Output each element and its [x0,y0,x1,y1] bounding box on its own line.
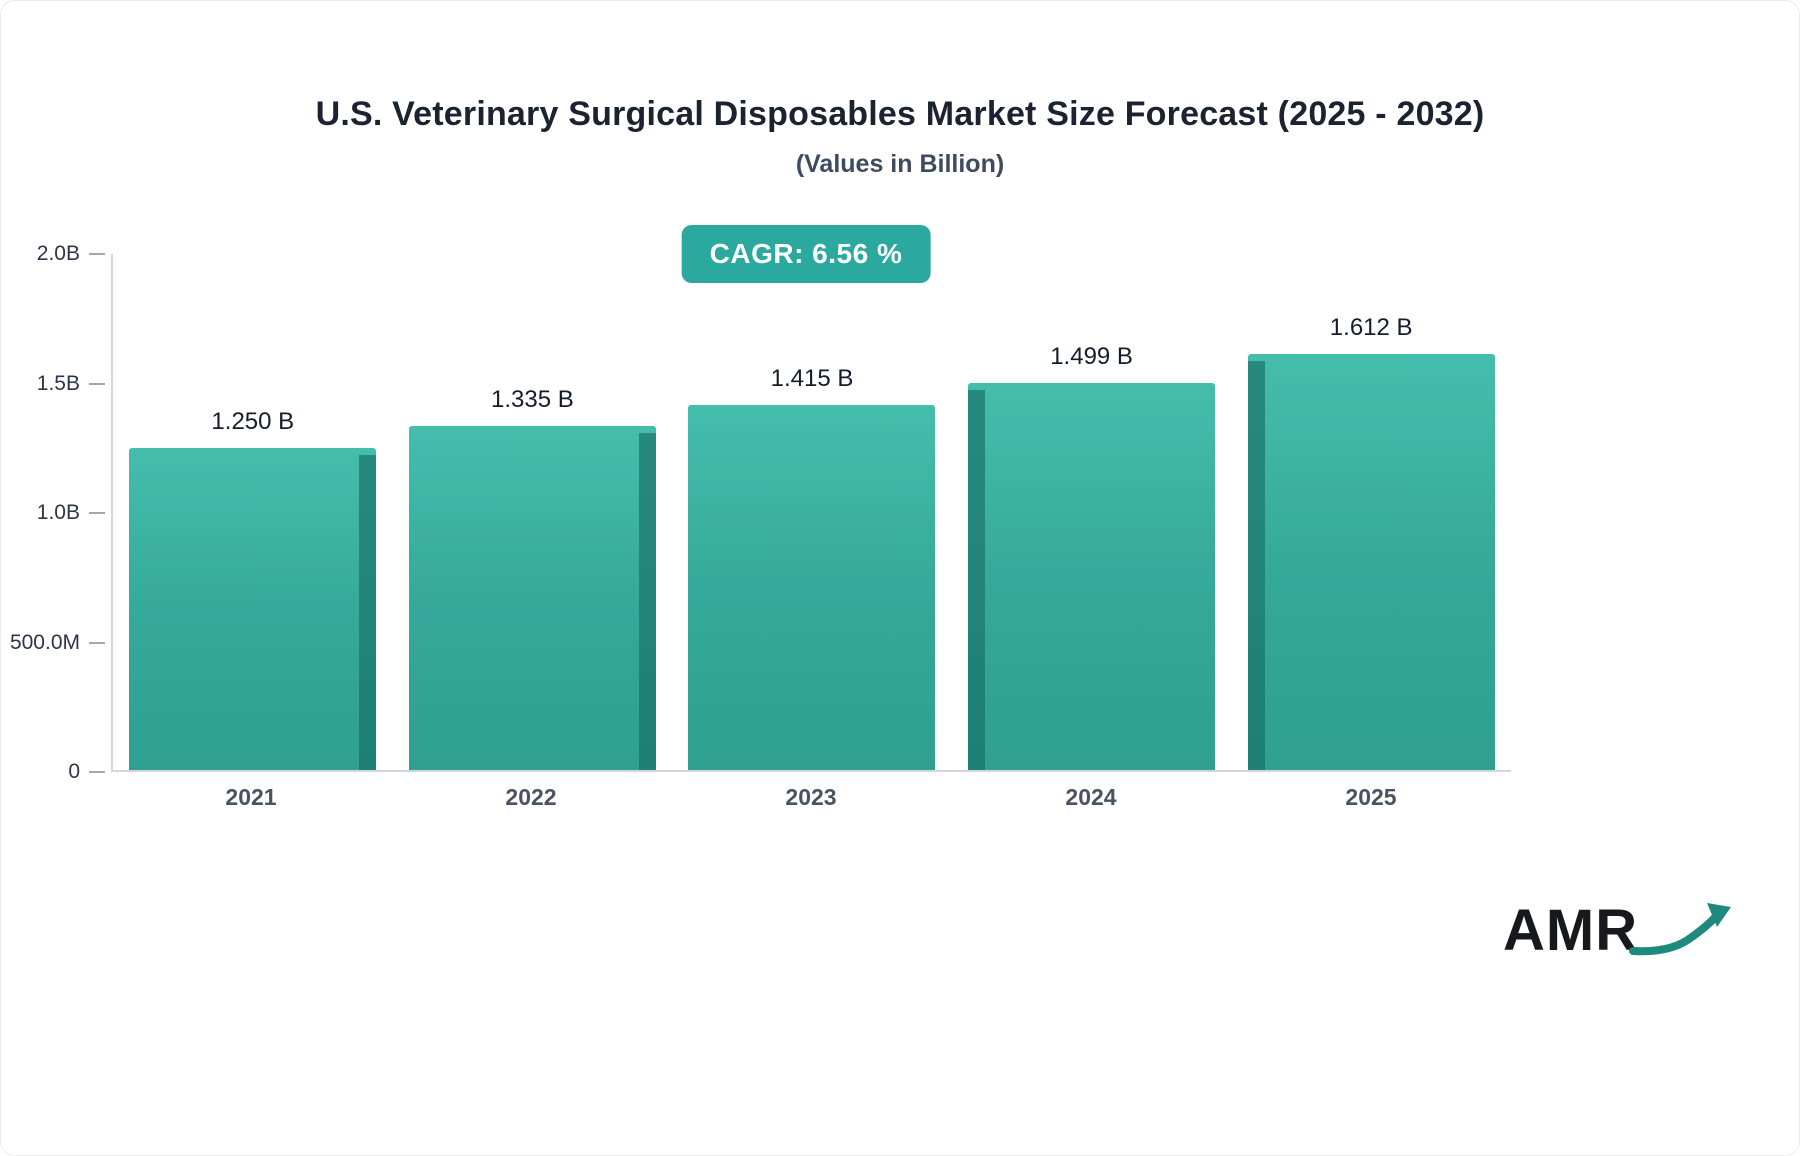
y-tick-label: 2.0B [36,242,80,265]
bar-slot: 1.335 B [393,254,673,771]
bar-value-label: 1.250 B [211,407,295,435]
y-tick-mark [89,253,105,255]
bar-value-label: 1.612 B [1329,314,1413,342]
x-axis-label-2022: 2022 [505,784,557,810]
bar-slot: 1.612 B [1231,254,1511,770]
y-tick-mark [89,512,105,514]
y-tick: 2.0B [37,242,105,266]
bar-value-label: 1.499 B [1050,343,1133,371]
bar-2021[interactable]: 1.250 B [129,408,377,770]
y-tick-mark [89,641,105,644]
x-axis-label-2024: 2024 [1065,784,1117,810]
amr-logo-text: AMR [1503,898,1639,963]
y-tick-mark [89,382,105,385]
x-axis-label-2025: 2025 [1345,784,1397,810]
y-tick-label: 0 [68,760,80,783]
x-axis-label-2021: 2021 [225,784,277,810]
y-axis: 2.0B 1.5B 1.0B 500.0M 0 [1,242,111,783]
chart-title: U.S. Veterinary Surgical Disposables Mar… [315,95,1485,133]
bar-2023[interactable]: 1.415 B [688,365,936,770]
y-tick-label: 1.5B [36,371,80,395]
bar-slot: 1.250 B [113,254,393,770]
bar-slot: 1.499 B [952,254,1232,770]
x-axis: 2021 2022 2023 2024 2025 [111,784,1511,811]
amr-logo: AMR [1503,897,1731,969]
y-tick: 500.0M [10,631,105,655]
y-tick-mark [89,771,105,773]
bar-value-label: 1.335 B [491,385,574,413]
bar-2025[interactable]: 1.612 B [1247,314,1495,770]
amr-logo-arrow-icon [1629,903,1731,956]
x-axis-label-2023: 2023 [785,784,837,810]
chart-subtitle: (Values in Billion) [795,150,1005,178]
y-tick: 1.5B [37,372,105,396]
plot-area: 1.250 B 1.335 B 1.415 B 1.499 B 1.612 B [111,254,1511,772]
cagr-badge: CAGR: 6.56 % [681,225,931,283]
bar-2022[interactable]: 1.335 B [408,386,656,771]
y-tick-label: 500.0M [9,630,80,654]
bar-value-label: 1.415 B [770,364,854,392]
bar-2024[interactable]: 1.499 B [968,343,1216,770]
y-tick: 0 [68,760,105,784]
bars: 1.250 B 1.335 B 1.415 B 1.499 B 1.612 B [113,254,1511,771]
y-tick-label: 1.0B [36,501,80,524]
bar-slot: 1.415 B [672,254,952,770]
y-tick: 1.0B [37,501,105,525]
